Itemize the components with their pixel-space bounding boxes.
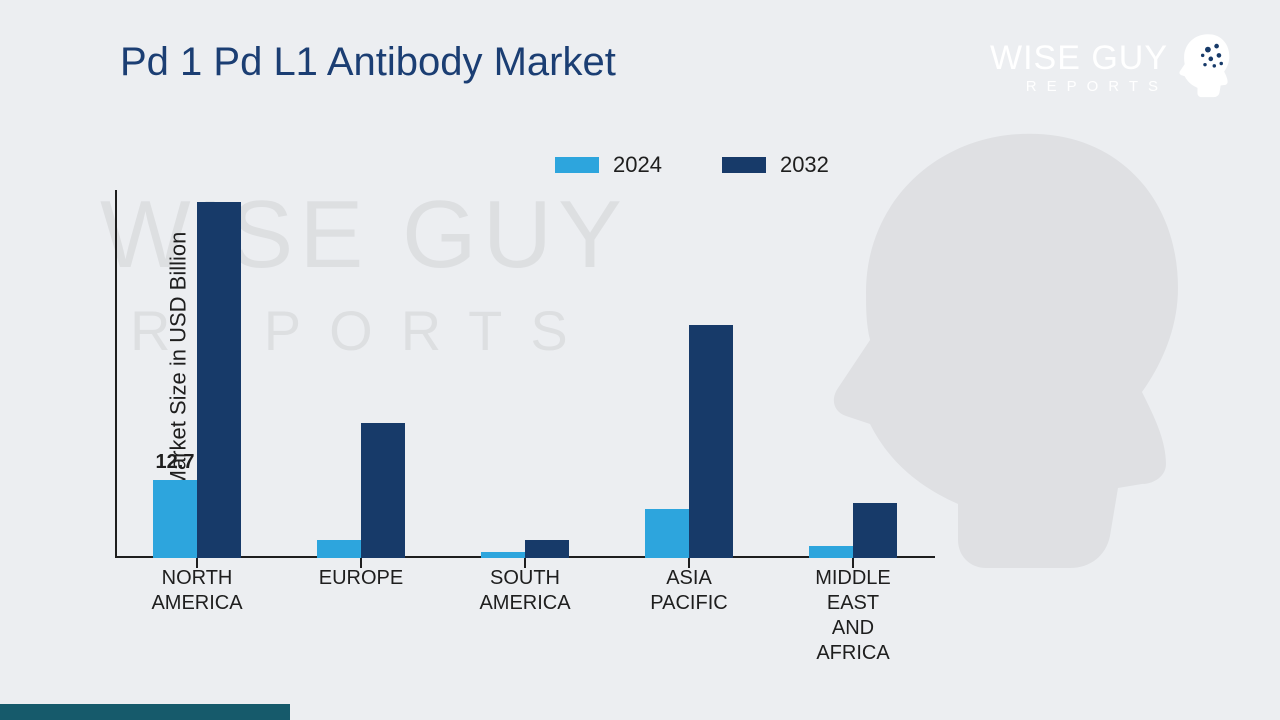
x-axis-tick-label: EUROPE — [291, 566, 431, 591]
bar-group — [809, 503, 897, 558]
bar — [809, 546, 853, 558]
bars-container: 12.7 — [115, 190, 935, 558]
bar — [153, 480, 197, 558]
bar — [317, 540, 361, 558]
chart-legend: 2024 2032 — [555, 152, 829, 178]
legend-item-2024: 2024 — [555, 152, 662, 178]
chart-title: Pd 1 Pd L1 Antibody Market — [120, 40, 616, 85]
bar — [645, 509, 689, 558]
bar — [525, 540, 569, 558]
bar-value-label: 12.7 — [156, 451, 195, 474]
brand-line2: REPORTS — [990, 79, 1168, 94]
brand-line1: WISE GUY — [990, 41, 1168, 75]
bar-group — [481, 540, 569, 558]
x-axis-tick-label: MIDDLEEASTANDAFRICA — [783, 566, 923, 666]
bar-group — [317, 423, 405, 558]
bottom-accent-strip — [0, 704, 290, 720]
legend-label-2032: 2032 — [780, 152, 829, 178]
x-axis-tick-label: SOUTHAMERICA — [455, 566, 595, 616]
legend-swatch-2024 — [555, 157, 599, 173]
bar-group — [153, 202, 241, 558]
bar-group — [645, 325, 733, 558]
bar — [197, 202, 241, 558]
chart-plot-area: 12.7 — [115, 190, 935, 558]
x-axis-tick-label: NORTHAMERICA — [127, 566, 267, 616]
legend-swatch-2032 — [722, 157, 766, 173]
bar — [481, 552, 525, 558]
brand-head-icon — [1176, 32, 1234, 102]
bar — [361, 423, 405, 558]
legend-item-2032: 2032 — [722, 152, 829, 178]
bar — [689, 325, 733, 558]
bar — [853, 503, 897, 558]
x-axis-tick-label: ASIAPACIFIC — [619, 566, 759, 616]
brand-logo: WISE GUY REPORTS — [990, 22, 1250, 112]
legend-label-2024: 2024 — [613, 152, 662, 178]
